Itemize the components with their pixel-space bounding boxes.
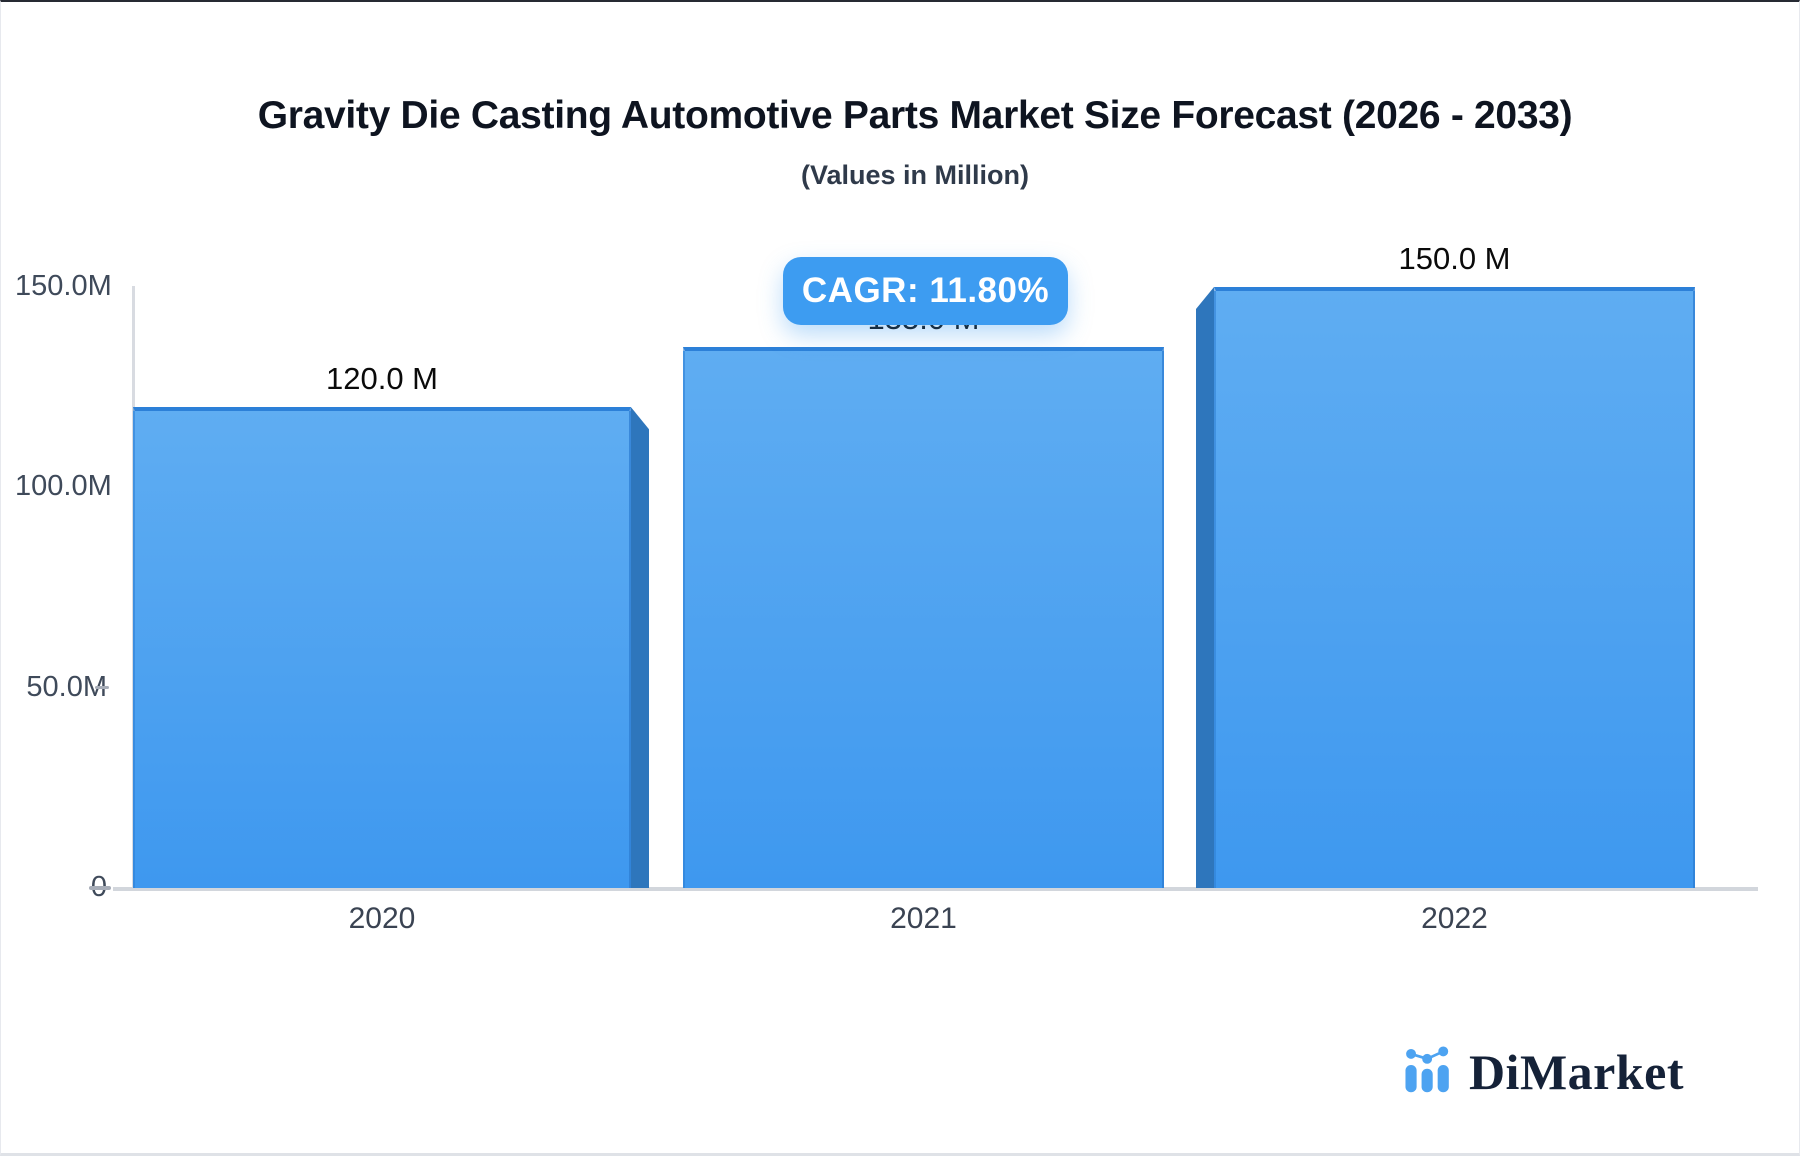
bar-line-chart-logo-icon — [1405, 1046, 1449, 1093]
bar-value-label: 150.0 M — [1398, 241, 1511, 276]
x-axis-category-label: 2020 — [348, 902, 416, 935]
x-axis-category-label: 2022 — [1421, 902, 1488, 935]
brand-watermark: DiMarket — [1403, 1044, 1684, 1100]
y-axis-tick-label: 100.0M — [15, 470, 112, 503]
bar-3d-side — [1196, 287, 1214, 888]
cagr-badge-label: CAGR: 11.80% — [801, 271, 1050, 310]
chart-header: Gravity Die Casting Automotive Parts Mar… — [61, 94, 1769, 191]
chart-subtitle: (Values in Million) — [800, 160, 1030, 190]
bar-2021[interactable] — [683, 347, 1164, 888]
chart-title: Gravity Die Casting Automotive Parts Mar… — [257, 94, 1573, 137]
y-axis-tick-label: 50.0M — [26, 670, 107, 703]
bar-value-label: 120.0 M — [325, 361, 438, 397]
bar-2022[interactable] — [1214, 287, 1695, 888]
y-axis-tick-mark — [95, 685, 109, 689]
bar-2020[interactable] — [133, 407, 631, 888]
cagr-badge: CAGR: 11.80% — [783, 257, 1068, 325]
x-axis-line — [113, 887, 1758, 891]
y-axis-tick-mark — [89, 886, 111, 890]
brand-name: DiMarket — [1468, 1044, 1684, 1100]
x-axis-category-label: 2021 — [890, 902, 957, 935]
bar-3d-side — [631, 407, 649, 888]
y-axis-tick-label: 150.0M — [15, 270, 112, 302]
